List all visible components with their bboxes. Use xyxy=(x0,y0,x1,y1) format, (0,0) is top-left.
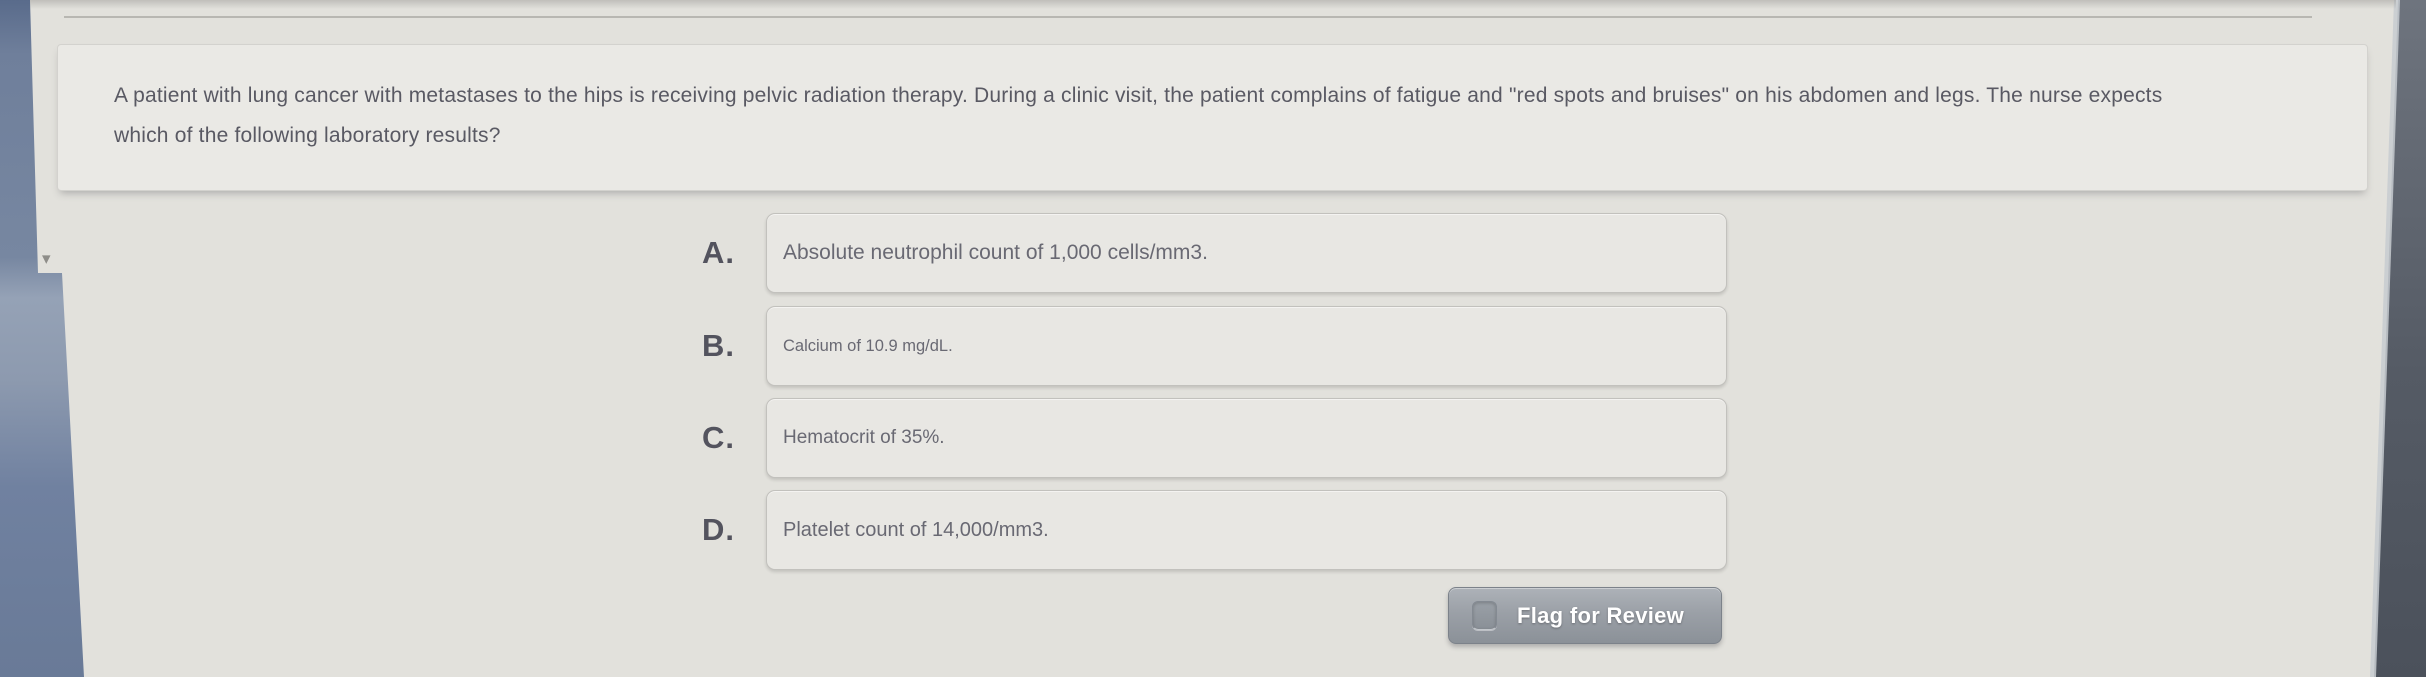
answer-option-c-letter: C. xyxy=(702,420,735,455)
collapse-arrow-icon[interactable]: ▾ xyxy=(42,249,51,268)
answer-option-a-box[interactable]: Absolute neutrophil count of 1,000 cells… xyxy=(766,213,1727,293)
top-divider-line xyxy=(64,16,2312,18)
answer-option-c-text: Hematocrit of 35%. xyxy=(783,427,945,448)
answer-option-d-letter: D. xyxy=(702,512,735,547)
answer-option-d-box[interactable]: Platelet count of 14,000/mm3. xyxy=(766,490,1727,570)
answer-option-d-text: Platelet count of 14,000/mm3. xyxy=(783,518,1049,541)
flag-checkbox[interactable] xyxy=(1472,601,1497,630)
answer-option-b-text: Calcium of 10.9 mg/dL. xyxy=(783,336,953,355)
flag-for-review-button[interactable]: Flag for Review xyxy=(1448,587,1722,644)
answer-option-a-text: Absolute neutrophil count of 1,000 cells… xyxy=(783,241,1208,264)
answer-option-d: D. Platelet count of 14,000/mm3. xyxy=(702,490,1727,570)
answer-option-c-box[interactable]: Hematocrit of 35%. xyxy=(766,398,1727,478)
answer-option-a-letter: A. xyxy=(702,235,735,270)
screen-top-shade xyxy=(30,0,2396,9)
answer-option-c: C. Hematocrit of 35%. xyxy=(702,398,1727,478)
answer-option-b: B. Calcium of 10.9 mg/dL. xyxy=(702,306,1727,386)
answer-option-b-letter: B. xyxy=(702,328,735,363)
flag-button-label: Flag for Review xyxy=(1517,602,1685,628)
question-text-line1: A patient with lung cancer with metastas… xyxy=(114,84,2163,107)
question-card: A patient with lung cancer with metastas… xyxy=(57,44,2368,191)
answer-option-a: A. Absolute neutrophil count of 1,000 ce… xyxy=(702,213,1727,293)
question-text-line2: which of the following laboratory result… xyxy=(114,124,501,147)
answer-option-b-box[interactable]: Calcium of 10.9 mg/dL. xyxy=(766,306,1727,386)
